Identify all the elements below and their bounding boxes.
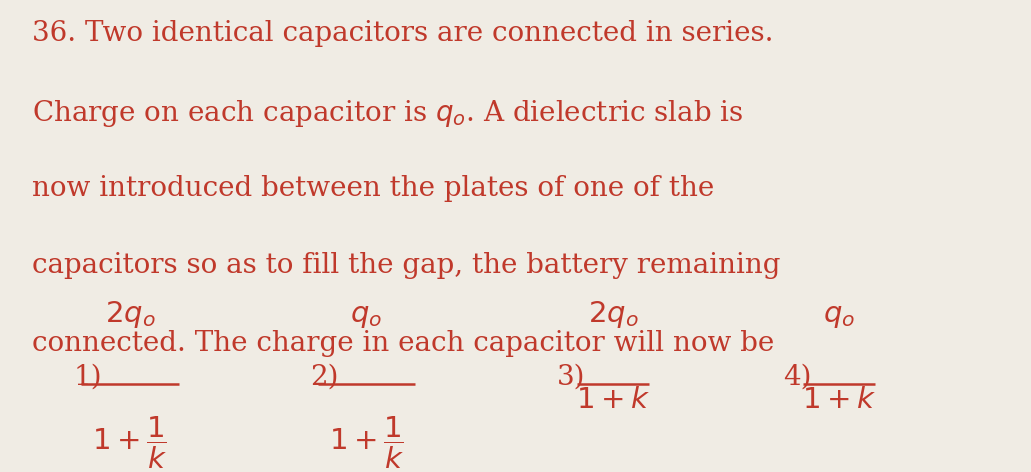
Text: $q_o$: $q_o$ [824,302,856,330]
Text: now introduced between the plates of one of the: now introduced between the plates of one… [32,175,714,202]
Text: 2): 2) [310,363,338,390]
Text: $1+k$: $1+k$ [802,386,876,414]
Text: $2q_o$: $2q_o$ [104,299,156,330]
Text: $2q_o$: $2q_o$ [588,299,638,330]
Text: Charge on each capacitor is $q_o$. A dielectric slab is: Charge on each capacitor is $q_o$. A die… [32,98,743,128]
Text: $1+\dfrac{1}{k}$: $1+\dfrac{1}{k}$ [93,414,167,471]
Text: $1+k$: $1+k$ [576,386,651,414]
Text: capacitors so as to fill the gap, the battery remaining: capacitors so as to fill the gap, the ba… [32,253,780,279]
Text: connected. The charge in each capacitor will now be: connected. The charge in each capacitor … [32,330,774,357]
Text: 36. Two identical capacitors are connected in series.: 36. Two identical capacitors are connect… [32,20,773,47]
Text: 1): 1) [73,363,102,390]
Text: 4): 4) [783,363,811,390]
Text: 3): 3) [557,363,586,390]
Text: $q_o$: $q_o$ [351,302,383,330]
Text: $1+\dfrac{1}{k}$: $1+\dfrac{1}{k}$ [329,414,404,471]
